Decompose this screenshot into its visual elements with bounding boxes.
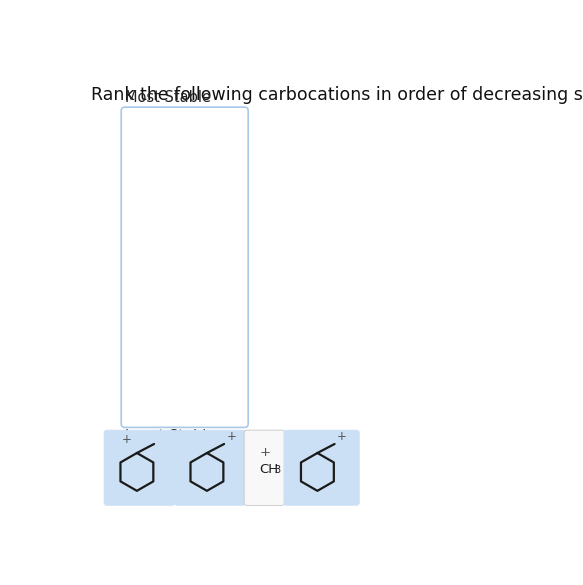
FancyBboxPatch shape — [244, 430, 285, 505]
Text: +: + — [226, 431, 236, 443]
Text: Rank the following carbocations in order of decreasing stability.: Rank the following carbocations in order… — [91, 86, 583, 104]
Text: +: + — [259, 446, 270, 459]
FancyBboxPatch shape — [104, 430, 175, 505]
FancyBboxPatch shape — [121, 107, 248, 428]
Text: Most Stable: Most Stable — [125, 90, 211, 105]
FancyBboxPatch shape — [284, 430, 359, 505]
Text: CH: CH — [259, 463, 278, 476]
Text: +: + — [337, 431, 347, 443]
FancyBboxPatch shape — [174, 430, 245, 505]
Text: 3: 3 — [275, 465, 280, 475]
Text: Least Stable: Least Stable — [125, 429, 215, 444]
Text: +: + — [122, 433, 132, 446]
